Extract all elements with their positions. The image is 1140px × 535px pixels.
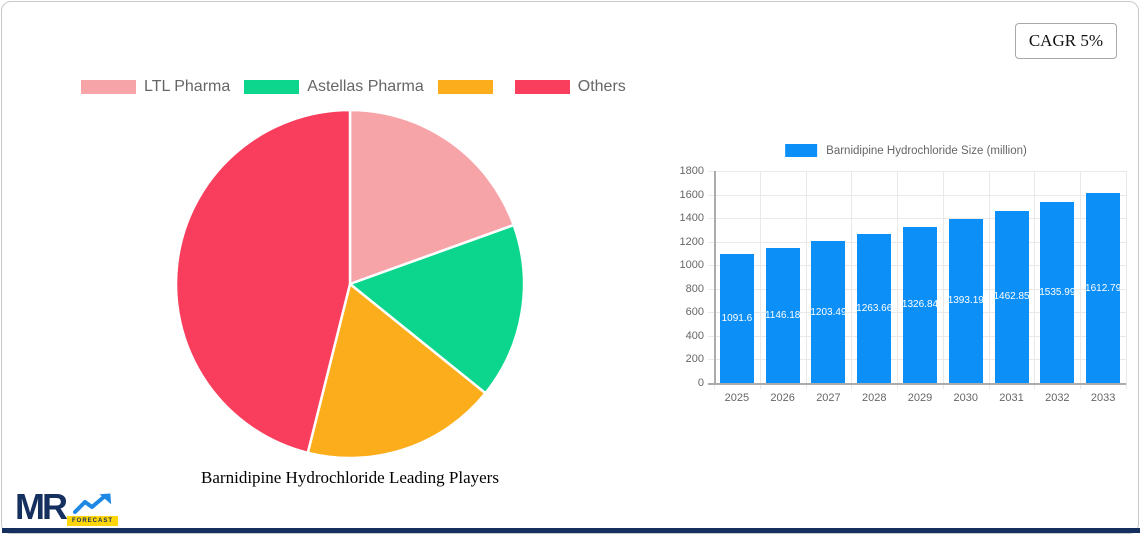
pie-legend-item-astellas-pharma[interactable]: Astellas Pharma bbox=[244, 79, 424, 95]
bar-2032: 1535.99 bbox=[1040, 202, 1075, 383]
bar-2030: 1393.19 bbox=[948, 218, 983, 383]
y-tick-label: 600 bbox=[685, 306, 704, 319]
pie-legend-item-unlabeled[interactable] bbox=[437, 80, 501, 94]
x-tick-label: 2025 bbox=[724, 392, 750, 404]
x-tick-label: 2027 bbox=[816, 392, 841, 404]
bar-value-label: 1091.6 bbox=[721, 313, 753, 325]
x-gridline bbox=[942, 171, 944, 389]
y-axis-line bbox=[714, 171, 716, 384]
pie-slice-unlabeled bbox=[306, 282, 487, 460]
logo-subtext: FORECAST bbox=[67, 516, 118, 526]
bar-chart: Barnidipine Hydrochloride Size (million)… bbox=[670, 144, 1140, 416]
logo-text: MR bbox=[15, 486, 68, 527]
pie-legend: LTL Pharma Astellas Pharma Others bbox=[81, 79, 626, 95]
y-tick-label: 200 bbox=[685, 353, 704, 366]
x-tick-label: 2031 bbox=[999, 392, 1024, 404]
y-tick-label: 1200 bbox=[679, 235, 704, 248]
pie-slice-astellas-pharma bbox=[348, 223, 526, 395]
y-gridline bbox=[708, 171, 1126, 172]
bar-legend-swatch bbox=[785, 144, 818, 157]
bar-value-label: 1612.79 bbox=[1086, 282, 1121, 294]
y-tick-label: 800 bbox=[685, 282, 704, 295]
x-tick-label: 2026 bbox=[770, 392, 795, 404]
y-tick-label: 1400 bbox=[679, 212, 704, 225]
x-axis-line bbox=[708, 383, 1126, 385]
x-gridline bbox=[1126, 171, 1127, 389]
bar-value-label: 1203.49 bbox=[811, 306, 846, 318]
y-tick-label: 1000 bbox=[679, 259, 704, 272]
cagr-badge: CAGR 5% bbox=[1014, 23, 1117, 59]
x-gridline bbox=[759, 171, 761, 389]
bar-2033: 1612.79 bbox=[1086, 193, 1121, 383]
legend-label: LTL Pharma bbox=[144, 78, 231, 95]
pie-title: Barnidipine Hydrochloride Leading Player… bbox=[201, 468, 499, 487]
x-tick-label: 2033 bbox=[1090, 392, 1116, 404]
x-gridline bbox=[988, 171, 990, 389]
bar-value-label: 1146.18 bbox=[765, 309, 800, 321]
y-tick-label: 1800 bbox=[679, 165, 704, 177]
trend-arrow-icon bbox=[72, 493, 111, 514]
bar-2028: 1263.66 bbox=[857, 234, 892, 383]
x-gridline bbox=[1080, 171, 1082, 389]
pie-legend-item-ltl-pharma[interactable]: LTL Pharma bbox=[81, 79, 230, 95]
pie-slice-others bbox=[174, 108, 352, 455]
bar-2031: 1462.85 bbox=[994, 210, 1029, 383]
legend-label: Astellas Pharma bbox=[307, 78, 424, 95]
bar-value-label: 1326.84 bbox=[903, 299, 937, 311]
x-gridline bbox=[1034, 171, 1036, 389]
bottom-strip bbox=[2, 528, 1140, 533]
bar-2026: 1146.18 bbox=[765, 248, 800, 383]
mr-forecast-logo: MR FORECAST bbox=[15, 486, 118, 527]
bar-2029: 1326.84 bbox=[903, 226, 937, 383]
bar-legend[interactable]: Barnidipine Hydrochloride Size (million) bbox=[785, 144, 1027, 157]
pie-chart bbox=[174, 108, 526, 460]
y-tick-label: 1600 bbox=[679, 188, 704, 201]
pie-legend-item-others[interactable]: Others bbox=[514, 78, 626, 95]
legend-swatch bbox=[437, 80, 493, 94]
bar-value-label: 1535.99 bbox=[1040, 287, 1075, 299]
x-gridline bbox=[897, 171, 899, 389]
bar-value-label: 1263.66 bbox=[857, 303, 892, 315]
bar-2027: 1203.49 bbox=[811, 241, 846, 383]
legend-label: Others bbox=[577, 78, 626, 95]
bar-2025: 1091.6 bbox=[719, 254, 754, 383]
x-gridline bbox=[805, 171, 807, 389]
x-tick-label: 2032 bbox=[1045, 392, 1070, 404]
x-tick-label: 2029 bbox=[907, 392, 933, 404]
x-tick-label: 2028 bbox=[861, 392, 887, 404]
legend-swatch bbox=[514, 80, 570, 94]
bar-legend-label: Barnidipine Hydrochloride Size (million) bbox=[826, 144, 1027, 157]
y-tick-label: 400 bbox=[685, 329, 704, 342]
y-tick-label: 0 bbox=[697, 377, 704, 389]
y-gridline bbox=[708, 194, 1126, 196]
legend-swatch bbox=[244, 80, 300, 94]
pie-slice-ltl-pharma bbox=[348, 108, 515, 286]
x-tick-label: 2030 bbox=[953, 392, 978, 404]
bar-value-label: 1393.19 bbox=[948, 295, 983, 307]
y-gridline bbox=[708, 218, 1126, 220]
bar-value-label: 1462.85 bbox=[994, 291, 1029, 303]
legend-swatch bbox=[81, 80, 136, 94]
x-gridline bbox=[851, 171, 853, 389]
